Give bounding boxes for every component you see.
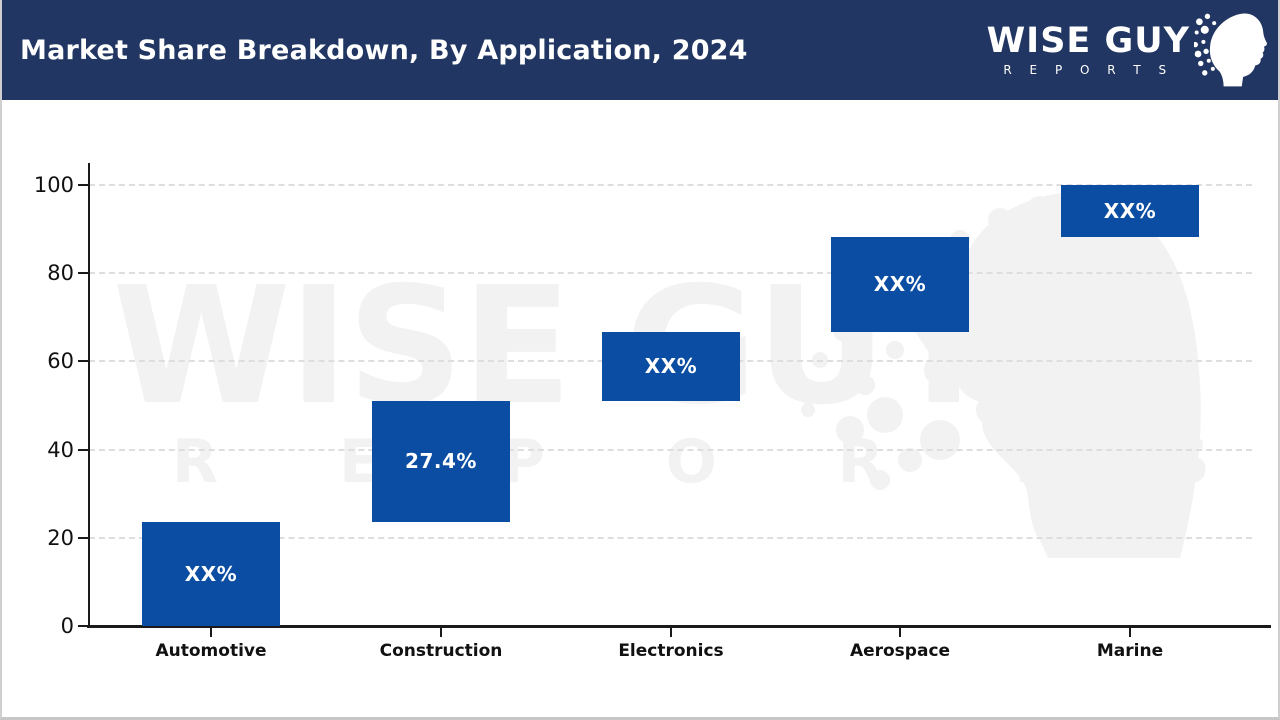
bar-electronics: XX% (602, 331, 740, 402)
y-axis-tick-0 (78, 625, 88, 627)
bar-value-label-electronics: XX% (644, 354, 698, 379)
x-axis-tick-construction (440, 628, 442, 637)
bar-automotive: XX% (142, 521, 280, 626)
y-axis-tick-40 (78, 448, 88, 451)
brand-subtitle: R E P O R T S (1003, 62, 1174, 77)
brand-name: WISE GUY (986, 20, 1190, 61)
x-axis-tick-marine (1129, 628, 1131, 637)
y-axis-tick-20 (78, 536, 88, 539)
y-tick-label-20: 20 (47, 525, 74, 550)
y-axis-tick-100 (78, 184, 88, 186)
bar-value-label-aerospace: XX% (873, 272, 927, 297)
x-tick-label-automotive: Automotive (155, 641, 267, 661)
y-gridline-40 (89, 448, 1252, 451)
y-tick-label-40: 40 (47, 437, 74, 462)
y-axis (88, 163, 90, 628)
brand-logo-text: WISE GUY R E P O R T S (986, 20, 1190, 77)
x-axis-tick-electronics (670, 628, 672, 637)
waterfall-chart: 0 20 40 60 80 100 XX% Automotive 27.4% Constructi… (0, 100, 1280, 720)
y-tick-label-80: 80 (47, 261, 74, 286)
x-axis-tick-automotive (210, 628, 212, 637)
bar-aerospace: XX% (831, 237, 969, 332)
x-tick-label-aerospace: Aerospace (849, 641, 951, 661)
bar-marine: XX% (1061, 185, 1199, 238)
y-gridline-20 (89, 536, 1252, 539)
y-gridline-80 (89, 272, 1252, 275)
x-tick-label-construction: Construction (379, 641, 503, 661)
y-tick-label-0: 0 (60, 614, 74, 638)
bar-value-label-automotive: XX% (184, 561, 238, 586)
x-axis (87, 625, 1271, 628)
x-tick-label-electronics: Electronics (618, 641, 724, 661)
bar-construction: 27.4% (372, 401, 510, 522)
brand-logo: WISE GUY R E P O R T S (987, 7, 1280, 93)
y-gridline-100 (89, 184, 1252, 186)
chart-area: WISE GUY R E P O R T S 0 20 40 60 80 100 XX% Au… (0, 100, 1280, 720)
header: Market Share Breakdown, By Application, … (0, 0, 1280, 100)
bar-value-label-marine: XX% (1103, 199, 1157, 224)
brand-head-icon (1194, 13, 1267, 87)
y-axis-tick-80 (78, 272, 88, 275)
y-axis-tick-60 (78, 360, 88, 363)
page-title: Market Share Breakdown, By Application, … (20, 34, 748, 66)
bar-value-label-construction: 27.4% (405, 449, 477, 474)
y-tick-label-60: 60 (47, 349, 74, 374)
y-tick-label-100: 100 (33, 173, 74, 197)
x-axis-tick-aerospace (899, 628, 901, 637)
x-tick-label-marine: Marine (1096, 641, 1164, 661)
